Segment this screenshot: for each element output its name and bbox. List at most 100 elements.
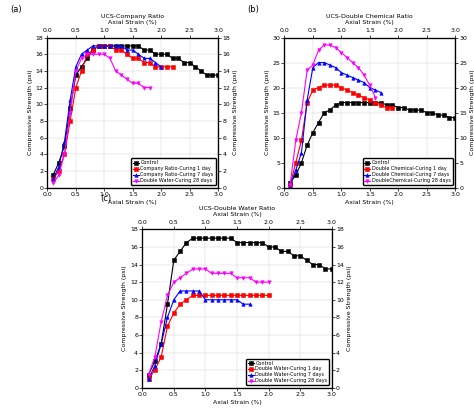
Double Chemical-Curing 7 days: [367, 85, 373, 90]
Legend: Control, Double Water-Curing 1 day, Double Water-Curing 7 days, Double Water-Cur: Control, Double Water-Curing 1 day, Doub…: [246, 359, 329, 385]
Control: [209, 236, 215, 241]
Company Ratio-Curing 1 day: [84, 52, 90, 57]
Double Chemical-Curing 7 days: [338, 70, 344, 75]
Control: [158, 52, 164, 57]
DoubleChemical-Curing 28 days: [350, 60, 356, 65]
Double Water-Curing 7 days: [234, 297, 240, 302]
Control: [113, 43, 118, 48]
Control: [190, 236, 196, 241]
Company Ratio-Curing 7 days: [101, 43, 107, 48]
Control: [293, 173, 299, 178]
Double Water-Curing 1 day: [202, 293, 208, 298]
Control: [124, 43, 130, 48]
Double Water-Curing 28 days: [247, 275, 253, 280]
Control: [79, 64, 84, 69]
Control: [316, 120, 321, 125]
Legend: Control, Company Ratio-Curing 1 day, Company Ratio-Curing 7 days, Double Water-C: Control, Company Ratio-Curing 1 day, Com…: [131, 158, 216, 185]
DoubleChemical-Curing 28 days: [304, 68, 310, 73]
Double Chemical-Curing 7 days: [344, 73, 350, 78]
Control: [107, 43, 113, 48]
Control: [418, 108, 424, 113]
Company Ratio-Curing 7 days: [62, 139, 67, 144]
Double Water-Curing 1 day: [209, 293, 215, 298]
Double Chemical-Curing 1 day: [384, 105, 390, 110]
DoubleChemical-Curing 28 days: [361, 73, 367, 78]
Double Chemical-Curing 1 day: [304, 100, 310, 105]
Double Water-Curing 28 days: [202, 266, 208, 271]
Control: [141, 48, 147, 53]
Company Ratio-Curing 1 day: [124, 52, 130, 57]
Control: [310, 130, 316, 135]
Control: [333, 103, 338, 108]
Double Water-Curing 28 days: [266, 280, 272, 285]
Double Chemical-Curing 7 days: [310, 65, 316, 70]
Double Chemical-Curing 7 days: [333, 65, 338, 70]
Company Ratio-Curing 1 day: [90, 48, 96, 53]
Control: [177, 249, 183, 254]
Company Ratio-Curing 1 day: [147, 60, 153, 65]
Control: [171, 258, 177, 263]
Control: [221, 236, 227, 241]
Control: [253, 240, 259, 245]
Control: [228, 236, 234, 241]
Double Water-Curing 28 days: [183, 271, 189, 276]
Control: [373, 100, 378, 105]
Line: Double Water-Curing 1 day: Double Water-Curing 1 day: [147, 294, 270, 381]
Company Ratio-Curing 1 day: [141, 60, 147, 65]
Company Ratio-Curing 7 days: [124, 48, 130, 53]
Company Ratio-Curing 7 days: [147, 56, 153, 61]
Double Water-Curing 28 days: [228, 271, 234, 276]
Y-axis label: Compressive Strength (psi): Compressive Strength (psi): [264, 70, 270, 156]
Control: [183, 240, 189, 245]
Double Water-Curing 28 days: [101, 52, 107, 57]
Double Water-Curing 7 days: [146, 377, 151, 382]
Double Water-Curing 28 days: [90, 52, 96, 57]
Text: (b): (b): [247, 5, 259, 13]
Control: [164, 52, 170, 57]
Control: [152, 359, 158, 364]
Double Water-Curing 7 days: [177, 289, 183, 294]
Control: [84, 56, 90, 61]
Double Water-Curing 1 day: [259, 293, 265, 298]
Control: [297, 253, 303, 258]
Company Ratio-Curing 7 days: [73, 64, 79, 69]
Double Water-Curing 28 days: [107, 56, 113, 61]
Company Ratio-Curing 1 day: [62, 152, 67, 157]
Company Ratio-Curing 1 day: [56, 168, 62, 173]
Line: Control: Control: [51, 44, 220, 177]
Control: [202, 236, 208, 241]
Double Water-Curing 28 days: [56, 173, 62, 178]
Double Chemical-Curing 1 day: [287, 183, 293, 188]
Double Water-Curing 7 days: [164, 315, 170, 320]
Control: [412, 108, 418, 113]
Double Water-Curing 1 day: [177, 301, 183, 306]
Control: [175, 56, 181, 61]
Control: [90, 48, 96, 53]
X-axis label: UCS-Company Ratio
Axial Strain (%): UCS-Company Ratio Axial Strain (%): [101, 15, 164, 25]
Control: [240, 240, 246, 245]
Double Chemical-Curing 7 days: [293, 168, 299, 173]
Double Chemical-Curing 1 day: [316, 85, 321, 90]
Control: [447, 115, 452, 120]
Double Chemical-Curing 7 days: [299, 150, 304, 155]
Double Water-Curing 28 days: [234, 275, 240, 280]
Double Water-Curing 1 day: [164, 324, 170, 329]
DoubleChemical-Curing 28 days: [293, 138, 299, 143]
Double Water-Curing 28 days: [196, 266, 202, 271]
Control: [350, 100, 356, 105]
Double Water-Curing 7 days: [183, 289, 189, 294]
Double Water-Curing 28 days: [164, 293, 170, 298]
Double Water-Curing 7 days: [158, 341, 164, 346]
Double Chemical-Curing 7 days: [321, 60, 327, 65]
Double Water-Curing 28 days: [73, 68, 79, 73]
Line: Double Water-Curing 7 days: Double Water-Curing 7 days: [147, 289, 251, 381]
Company Ratio-Curing 1 day: [153, 64, 158, 69]
Control: [344, 100, 350, 105]
Company Ratio-Curing 7 days: [79, 52, 84, 57]
Line: Double Chemical-Curing 7 days: Double Chemical-Curing 7 days: [288, 61, 383, 187]
Control: [321, 110, 327, 115]
Double Water-Curing 1 day: [253, 293, 259, 298]
Company Ratio-Curing 7 days: [67, 98, 73, 103]
Control: [285, 249, 291, 254]
Double Water-Curing 7 days: [247, 301, 253, 306]
